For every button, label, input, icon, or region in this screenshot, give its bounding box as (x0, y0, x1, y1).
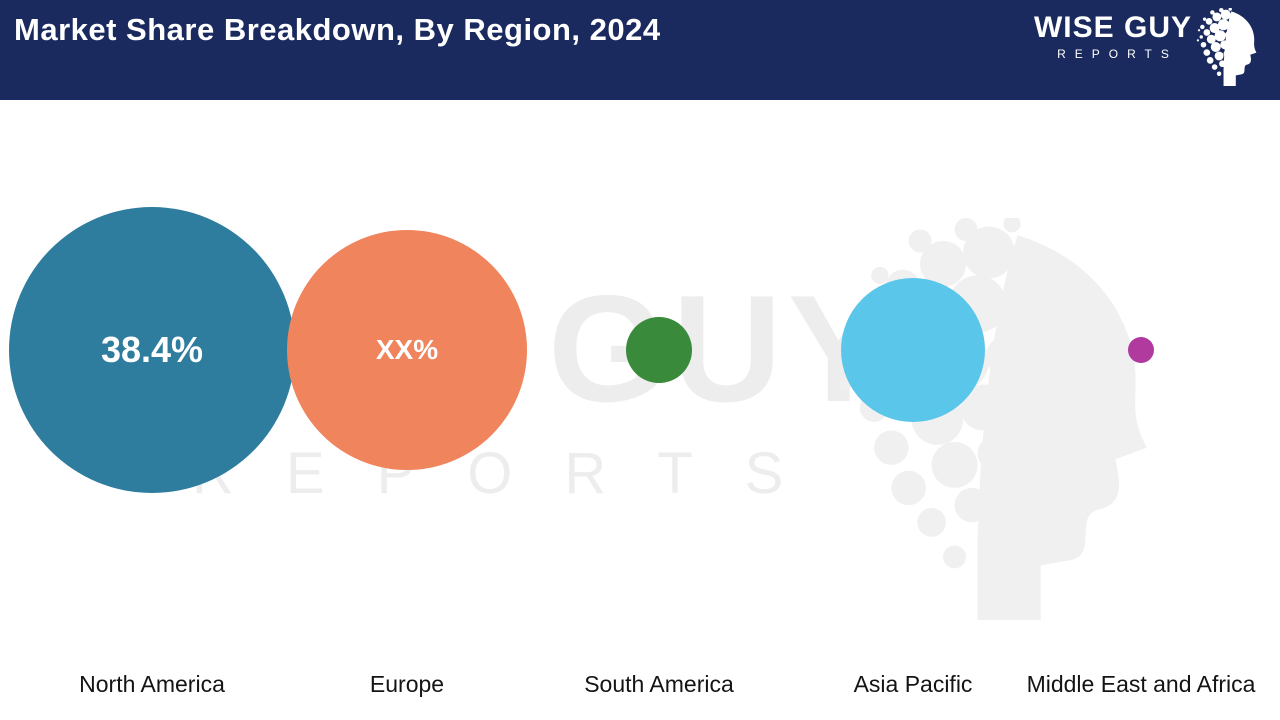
wise-guy-reports-logo: WISE GUY REPORTS (1034, 12, 1262, 100)
logo-reports-text: REPORTS (1057, 46, 1178, 61)
bubble-layer: 38.4% North America XX% Europe South America… (0, 100, 1280, 720)
category-label-europe: Europe (369, 671, 445, 697)
bubble-north-america: 38.4% (9, 207, 295, 493)
bubble-chart: GUY REPORTS 38.4% North America XX% Europe S… (0, 100, 1280, 720)
category-label-asia-pacific: Asia Pacific (853, 671, 973, 697)
watermark-reports-text: REPORTS (192, 441, 836, 506)
logo-text: WISE GUY REPORTS (1034, 12, 1192, 61)
bubble-europe: XX% (287, 230, 527, 470)
header-bar: Market Share Breakdown, By Region, 2024 … (0, 0, 1280, 100)
bubble-value-label-north-america: 38.4% (100, 329, 204, 370)
bubble-south-america (626, 317, 692, 383)
category-label-middle-east-and-africa: Middle East and Africa (1026, 671, 1256, 697)
logo-wise-guy-text: WISE GUY (1033, 11, 1192, 44)
bubble-middle-east-and-africa (1128, 337, 1154, 363)
page-title: Market Share Breakdown, By Region, 2024 (14, 12, 661, 47)
category-label-north-america: North America (79, 671, 225, 697)
category-label-south-america: South America (584, 671, 734, 697)
watermark-guy-text: GUY (548, 264, 896, 434)
bubble-value-label-europe: XX% (375, 334, 439, 365)
logo-head-profile-icon (1194, 8, 1262, 86)
bubble-asia-pacific (841, 278, 985, 422)
